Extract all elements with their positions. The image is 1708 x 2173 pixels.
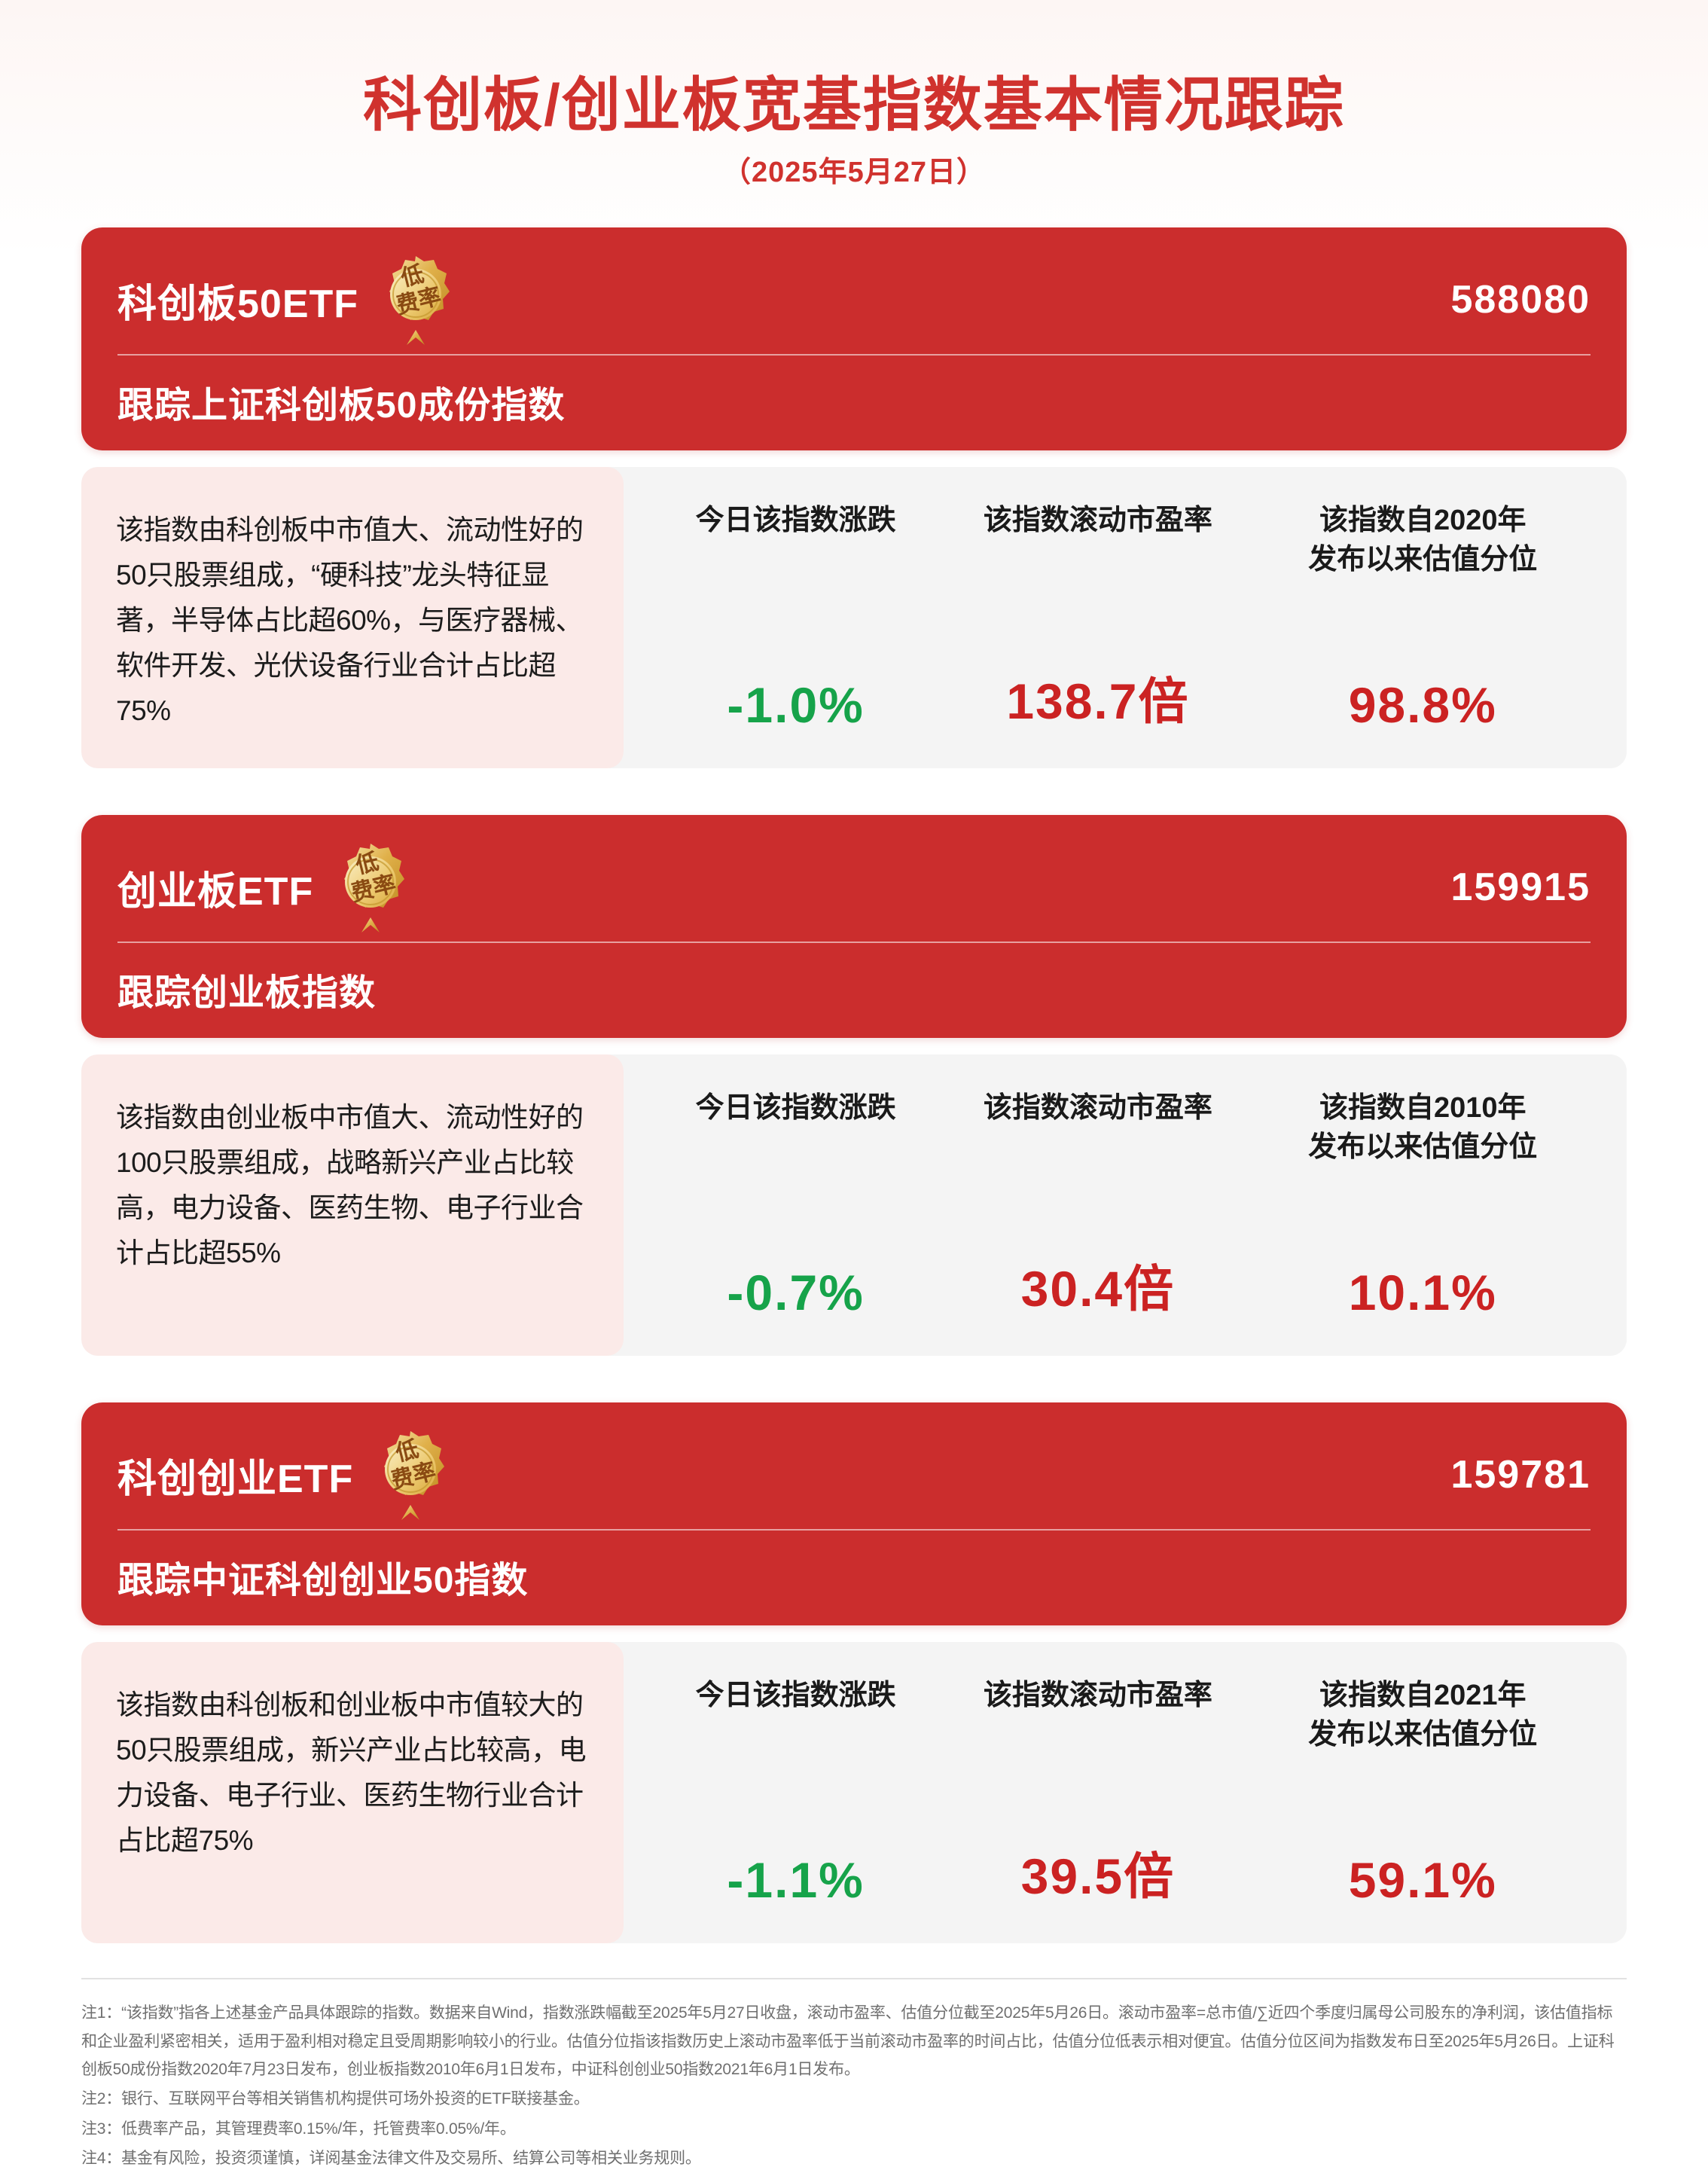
- metric-label: 该指数自2021年 发布以来估值分位: [1308, 1680, 1538, 1750]
- etf-header-top: 创业板ETF: [117, 841, 1591, 934]
- metric-value: 39.5倍: [1020, 1848, 1176, 1905]
- etf-card-body: 该指数由科创板中市值大、流动性好的50只股票组成，“硬科技”龙头特征显著，半导体…: [81, 467, 1627, 769]
- footnote-1: 注1：“该指数”指各上述基金产品具体跟踪的指数。数据来自Wind，指数涨跌幅截至…: [81, 2004, 1615, 2079]
- metric-value: 98.8%: [1348, 677, 1497, 734]
- metric-value: 59.1%: [1348, 1852, 1497, 1909]
- etf-tracking-index: 跟踪中证科创创业50指数: [117, 1561, 529, 1601]
- footnote-3: 注3：低费率产品，其管理费率0.15%/年，托管费率0.05%/年。: [81, 2120, 516, 2138]
- metric-value: -0.7%: [727, 1265, 865, 1321]
- metrics-panel: 今日该指数涨跌 -0.7% 该指数滚动市盈率 30.4倍 该指数自2010年 发布以来估…: [624, 1054, 1627, 1357]
- metric-value: 10.1%: [1348, 1265, 1497, 1321]
- etf-tracking-index: 跟踪上证科创板50成份指数: [117, 386, 566, 426]
- metric-label: 该指数滚动市盈率: [983, 505, 1212, 537]
- etf-code: 159915: [1450, 865, 1591, 910]
- etf-card-body: 该指数由科创板和创业板中市值较大的50只股票组成，新兴产业占比较高，电力设备、电…: [81, 1642, 1627, 1944]
- metric-label: 今日该指数涨跌: [695, 1092, 896, 1125]
- etf-card: 科创创业ETF: [81, 1402, 1627, 1944]
- etf-name: 科创创业ETF: [117, 1457, 354, 1501]
- etf-card: 创业板ETF: [81, 815, 1627, 1357]
- etf-header-top: 科创创业ETF: [117, 1428, 1591, 1521]
- page-header: 科创板/创业板宽基指数基本情况跟踪 （2025年5月27日）: [0, 0, 1708, 190]
- metric-2: 该指数滚动市盈率 39.5倍: [947, 1677, 1249, 1909]
- etf-name: 科创板50ETF: [117, 282, 359, 326]
- low-fee-seal-icon: 低 费率: [331, 841, 410, 934]
- index-description: 该指数由科创板中市值大、流动性好的50只股票组成，“硬科技”龙头特征显著，半导体…: [81, 467, 624, 769]
- etf-name: 创业板ETF: [117, 869, 314, 914]
- metric-label: 今日该指数涨跌: [695, 1680, 896, 1712]
- low-fee-seal-icon: 低 费率: [377, 253, 455, 346]
- index-description: 该指数由创业板中市值大、流动性好的100只股票组成，战略新兴产业占比较高，电力设…: [81, 1054, 624, 1357]
- header-divider: [117, 1529, 1591, 1531]
- etf-identity: 创业板ETF: [117, 841, 410, 934]
- metric-value: 138.7倍: [1006, 673, 1190, 730]
- etf-card: 科创板50ETF: [81, 227, 1627, 769]
- header-divider: [117, 354, 1591, 356]
- footnote-4: 注4：基金有风险，投资须谨慎，详阅基金法律文件及交易所、结算公司等相关业务规则。: [81, 2150, 701, 2168]
- metric-3: 该指数自2021年 发布以来估值分位 59.1%: [1249, 1677, 1597, 1909]
- etf-header-top: 科创板50ETF: [117, 253, 1591, 346]
- etf-identity: 科创板50ETF: [117, 253, 455, 346]
- metric-2: 该指数滚动市盈率 30.4倍: [947, 1089, 1249, 1321]
- etf-tracking-index: 跟踪创业板指数: [117, 973, 377, 1014]
- etf-code: 588080: [1450, 278, 1591, 322]
- metric-value: -1.0%: [727, 677, 865, 734]
- etf-card-header: 科创板50ETF: [81, 227, 1627, 451]
- metrics-panel: 今日该指数涨跌 -1.1% 该指数滚动市盈率 39.5倍 该指数自2021年 发布以来估…: [624, 1642, 1627, 1944]
- metric-1: 今日该指数涨跌 -1.0%: [645, 502, 947, 734]
- metric-2: 该指数滚动市盈率 138.7倍: [947, 502, 1249, 734]
- index-description: 该指数由科创板和创业板中市值较大的50只股票组成，新兴产业占比较高，电力设备、电…: [81, 1642, 624, 1944]
- metric-value: -1.1%: [727, 1852, 865, 1909]
- footnotes-section: 注1：“该指数”指各上述基金产品具体跟踪的指数。数据来自Wind，指数涨跌幅截至…: [81, 1978, 1627, 2172]
- metric-1: 今日该指数涨跌 -1.1%: [645, 1677, 947, 1909]
- metric-value: 30.4倍: [1020, 1261, 1176, 1317]
- footnote-2: 注2：银行、互联网平台等相关销售机构提供可场外投资的ETF联接基金。: [81, 2090, 590, 2108]
- metric-label: 该指数滚动市盈率: [983, 1092, 1212, 1125]
- metric-1: 今日该指数涨跌 -0.7%: [645, 1089, 947, 1321]
- metric-label: 该指数自2010年 发布以来估值分位: [1308, 1092, 1538, 1163]
- page-title: 科创板/创业板宽基指数基本情况跟踪: [363, 72, 1345, 138]
- etf-identity: 科创创业ETF: [117, 1428, 450, 1521]
- metric-label: 该指数滚动市盈率: [983, 1680, 1212, 1712]
- metric-3: 该指数自2010年 发布以来估值分位 10.1%: [1249, 1089, 1597, 1321]
- page-subtitle: （2025年5月27日）: [722, 157, 986, 189]
- header-divider: [117, 942, 1591, 944]
- metric-label: 今日该指数涨跌: [695, 505, 896, 537]
- etf-card-header: 科创创业ETF: [81, 1402, 1627, 1626]
- metrics-panel: 今日该指数涨跌 -1.0% 该指数滚动市盈率 138.7倍 该指数自2020年 发布以来…: [624, 467, 1627, 769]
- etf-code: 159781: [1450, 1453, 1591, 1497]
- metric-label: 该指数自2020年 发布以来估值分位: [1308, 505, 1538, 575]
- etf-card-header: 创业板ETF: [81, 815, 1627, 1039]
- metric-3: 该指数自2020年 发布以来估值分位 98.8%: [1249, 502, 1597, 734]
- etf-card-body: 该指数由创业板中市值大、流动性好的100只股票组成，战略新兴产业占比较高，电力设…: [81, 1054, 1627, 1357]
- etf-card-list: 科创板50ETF: [0, 227, 1708, 1944]
- low-fee-seal-icon: 低 费率: [371, 1428, 450, 1521]
